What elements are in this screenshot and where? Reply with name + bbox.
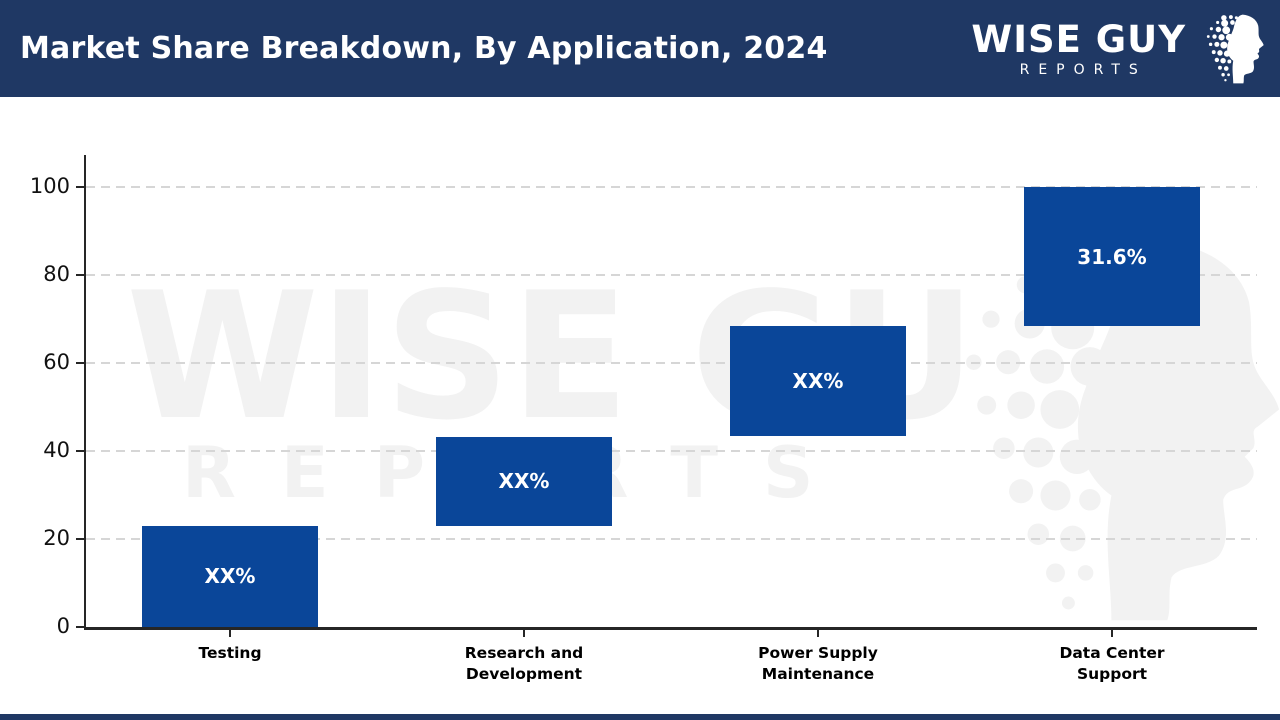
- logo-wordmark: WISE GUY: [971, 17, 1186, 61]
- gridline-100: [86, 186, 1257, 188]
- page-title: Market Share Breakdown, By Application, …: [20, 31, 828, 66]
- y-tick-mark-20: [76, 538, 84, 540]
- header-bar: Market Share Breakdown, By Application, …: [0, 0, 1280, 97]
- y-tick-label-60: 60: [43, 350, 70, 374]
- bar-value-label: XX%: [498, 469, 550, 494]
- logo-text: WISE GUY REPORTS: [971, 21, 1186, 77]
- footer-accent-bar: [0, 714, 1280, 720]
- y-tick-mark-40: [76, 450, 84, 452]
- bar-value-label: 31.6%: [1077, 244, 1147, 269]
- bar-power-supply-maintenance: XX%: [730, 326, 906, 437]
- bar-value-label: XX%: [204, 564, 256, 589]
- x-tick-mark-power-supply-maintenance: [817, 630, 819, 637]
- logo-face-icon: [1206, 14, 1264, 83]
- x-axis-label-data-center-support: Data Center Support: [1059, 644, 1165, 683]
- x-axis-label-power-supply-maintenance: Power Supply Maintenance: [758, 644, 878, 683]
- y-tick-label-100: 100: [29, 174, 70, 198]
- gridline-40: [86, 450, 1257, 452]
- y-tick-label-20: 20: [43, 526, 70, 550]
- bar-testing: XX%: [142, 525, 318, 627]
- wise-guy-reports-logo: WISE GUY REPORTS: [971, 8, 1266, 90]
- y-tick-mark-80: [76, 274, 84, 276]
- x-tick-mark-data-center-support: [1111, 630, 1113, 637]
- bar-value-label: XX%: [792, 369, 844, 394]
- y-tick-label-40: 40: [43, 438, 70, 462]
- y-tick-label-80: 80: [43, 262, 70, 286]
- x-tick-mark-testing: [229, 630, 231, 637]
- y-axis-line: [84, 155, 86, 630]
- x-axis-label-research-and-development: Research and Development: [464, 644, 584, 683]
- y-tick-mark-100: [76, 186, 84, 188]
- x-tick-mark-research-and-development: [523, 630, 525, 637]
- chart-plot-area: 0 20 40 60 80 100 XX% Testing XX% Research and De…: [0, 97, 1280, 714]
- gridline-60: [86, 362, 1257, 364]
- logo-subtext: REPORTS: [1019, 61, 1147, 78]
- y-tick-label-0: 0: [56, 614, 70, 638]
- y-tick-mark-0: [76, 626, 84, 628]
- x-axis-line: [84, 627, 1257, 630]
- bar-data-center-support: 31.6%: [1024, 187, 1200, 327]
- y-tick-mark-60: [76, 362, 84, 364]
- bar-research-and-development: XX%: [436, 436, 612, 526]
- x-axis-label-testing: Testing: [198, 644, 262, 662]
- gridline-80: [86, 274, 1257, 276]
- gridline-20: [86, 538, 1257, 540]
